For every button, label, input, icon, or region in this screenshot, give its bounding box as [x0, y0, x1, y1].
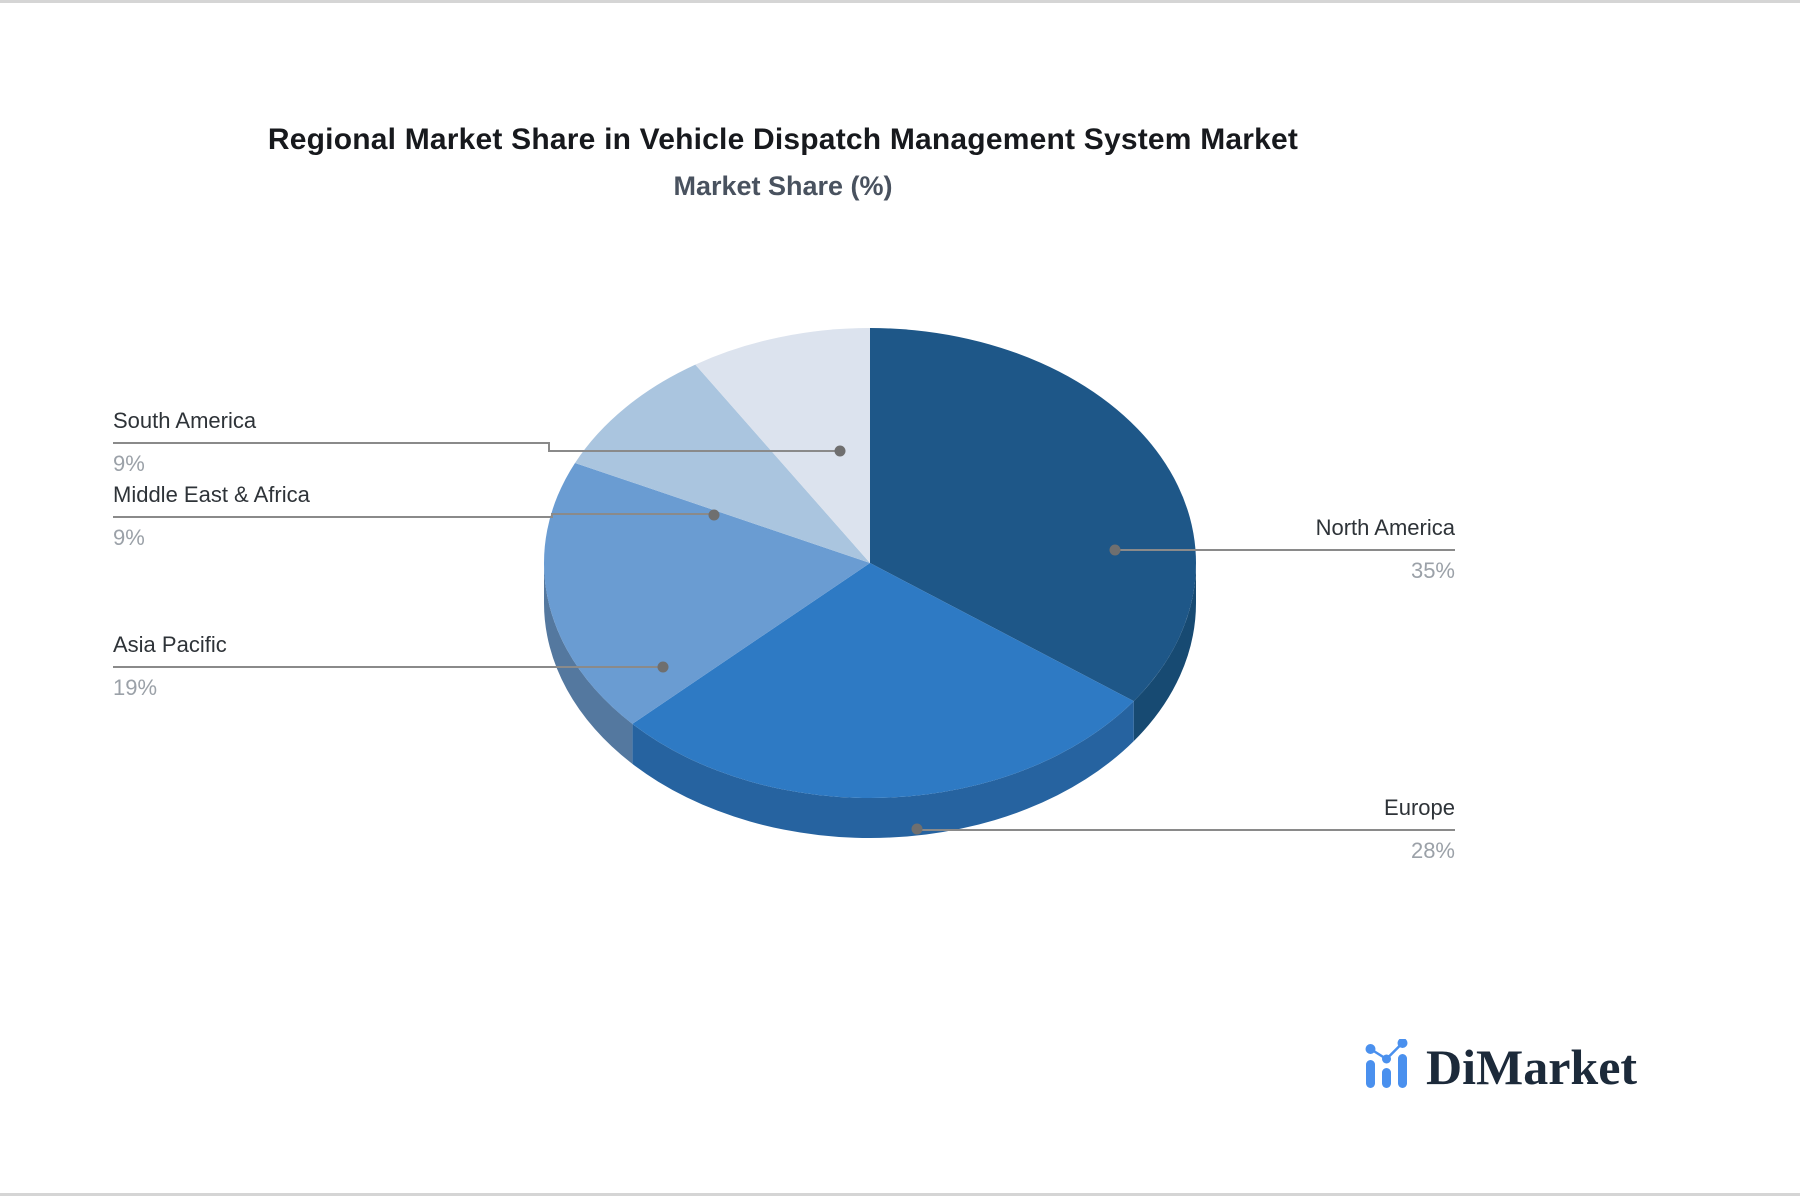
pie-slice-middle-east-africa[interactable]: [575, 364, 870, 563]
chart-subtitle: Market Share (%): [673, 171, 893, 201]
dimarket-logo: DiMarket: [1362, 1039, 1637, 1093]
slice-label-name: North America: [1315, 515, 1455, 540]
slice-label-value: 35%: [1410, 558, 1455, 583]
slice-label-value: 9%: [113, 451, 145, 476]
leader-dot-north-america: [1109, 544, 1121, 556]
pie-slice-side-north-america: [1133, 563, 1196, 742]
slice-label-north-america: North America 35%: [935, 515, 1455, 584]
bar-line-chart-icon: [1365, 1039, 1408, 1088]
pie-slice-south-america[interactable]: [695, 328, 870, 563]
slice-label-value: 28%: [1410, 838, 1455, 863]
leader-dot-south-america: [834, 445, 846, 457]
slice-label-name: Europe: [1384, 795, 1455, 820]
leader-line-middle-east-africa: [113, 513, 714, 518]
slice-label-value: 9%: [113, 525, 145, 550]
slice-label-name: Asia Pacific: [113, 632, 227, 657]
pie-slice-asia-pacific[interactable]: [544, 462, 870, 724]
pie-chart: [113, 328, 1455, 838]
pie-slice-side-europe: [632, 701, 1134, 838]
leader-dot-middle-east-africa: [708, 509, 720, 521]
leader-line-south-america: [113, 442, 840, 452]
logo-text: DiMarket: [1426, 1039, 1638, 1095]
slice-label-europe: Europe 28%: [935, 795, 1455, 864]
slice-label-south-america: South America 9%: [113, 408, 633, 477]
slice-label-name: Middle East & Africa: [113, 482, 310, 507]
leader-dot-asia-pacific: [657, 661, 669, 673]
slice-label-value: 19%: [113, 675, 158, 700]
slice-label-middle-east-africa: Middle East & Africa 9%: [113, 482, 633, 551]
pie-slice-side-asia-pacific: [544, 563, 633, 764]
pie-slice-europe[interactable]: [632, 563, 1134, 798]
pie-slice-north-america[interactable]: [870, 328, 1196, 702]
slice-label-name: South America: [113, 408, 257, 433]
leader-dot-europe: [911, 823, 923, 835]
slice-label-asia-pacific: Asia Pacific 19%: [113, 632, 633, 701]
chart-title: Regional Market Share in Vehicle Dispatc…: [267, 123, 1299, 156]
